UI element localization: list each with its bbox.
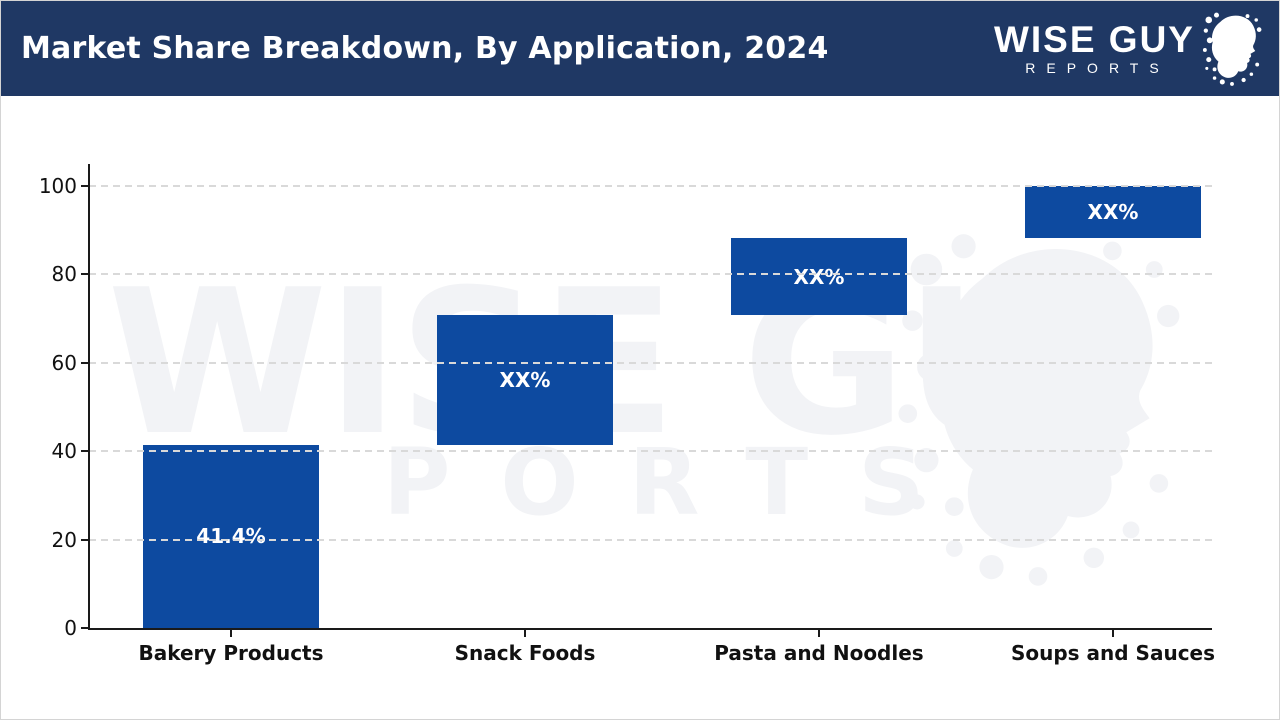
x-category-label: Bakery Products xyxy=(138,641,324,665)
bar-segment: XX% xyxy=(731,238,907,316)
y-tick-label-0: 0 xyxy=(64,616,77,640)
y-tick-mark-60 xyxy=(81,361,89,364)
bar-segment: XX% xyxy=(437,315,613,445)
gridline-60 xyxy=(89,361,1212,364)
gridline-80 xyxy=(89,273,1212,276)
page-title: Market Share Breakdown, By Application, … xyxy=(21,31,829,66)
header-band: Market Share Breakdown, By Application, … xyxy=(1,1,1279,96)
bar-segment: 41.4% xyxy=(143,445,319,628)
y-tick-mark-20 xyxy=(81,538,89,541)
brand-logo-text: WISE GUY REPORTS xyxy=(993,18,1195,77)
x-category-label: Snack Foods xyxy=(454,641,596,665)
x-category-label: Soups and Sauces xyxy=(1010,641,1216,665)
brand-name: WISE GUY xyxy=(993,18,1195,60)
bar-value-label: 41.4% xyxy=(196,524,266,549)
y-tick-label-80: 80 xyxy=(51,262,77,287)
gridline-20 xyxy=(89,538,1212,541)
y-tick-label-20: 20 xyxy=(51,527,77,552)
bar-value-label: XX% xyxy=(499,368,551,393)
y-tick-mark-40 xyxy=(81,450,89,453)
bar-value-label: XX% xyxy=(1087,200,1139,225)
y-tick-mark-100 xyxy=(81,185,89,187)
y-tick-label-40: 40 xyxy=(51,439,77,464)
x-tick-mark-0 xyxy=(230,630,232,637)
y-tick-mark-0 xyxy=(81,627,89,629)
y-tick-label-60: 60 xyxy=(51,350,77,375)
gridline-40 xyxy=(89,450,1212,453)
y-tick-label-100: 100 xyxy=(38,174,77,198)
dotted-face-icon xyxy=(1202,12,1262,86)
x-category-label: Pasta and Noodles xyxy=(714,641,924,665)
x-tick-mark-1 xyxy=(524,630,526,637)
y-axis-line xyxy=(88,164,90,630)
watermark-dotted-face xyxy=(898,234,1180,586)
y-tick-mark-80 xyxy=(81,273,89,276)
x-axis-line xyxy=(88,628,1212,630)
gridline-100 xyxy=(89,185,1212,187)
bar-segment: XX% xyxy=(1025,186,1201,239)
x-tick-mark-2 xyxy=(818,630,820,637)
brand-logo: WISE GUY REPORTS xyxy=(994,10,1263,88)
bar-value-label: XX% xyxy=(793,264,845,289)
brand-subtitle: REPORTS xyxy=(1025,60,1170,77)
x-tick-mark-3 xyxy=(1112,630,1114,637)
